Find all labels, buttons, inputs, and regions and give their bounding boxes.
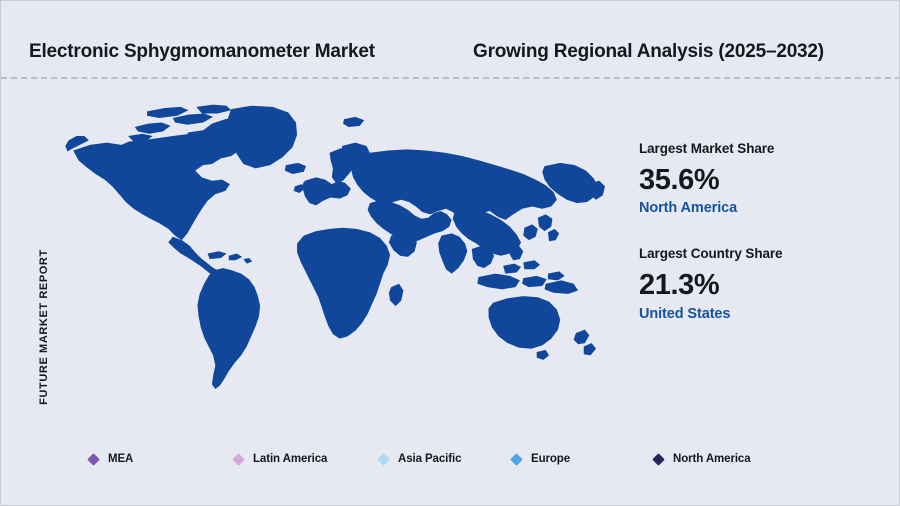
stat-region: United States	[639, 305, 731, 322]
header: Electronic Sphygmomanometer Market Growi…	[1, 1, 899, 77]
stats-panel: Largest Market Share 35.6% North America…	[639, 141, 879, 322]
legend-label: MEA	[108, 453, 134, 465]
legend-label: North America	[673, 453, 751, 465]
stat-largest-country-share: Largest Country Share 21.3% United State…	[639, 246, 879, 321]
legend-item-europe[interactable]: Europe	[510, 449, 571, 469]
stat-largest-market-share: Largest Market Share 35.6% North America	[639, 141, 879, 216]
legend-label: Asia Pacific	[398, 453, 462, 465]
page-title: Electronic Sphygmomanometer Market	[29, 41, 375, 62]
legend-marker-icon	[510, 452, 523, 466]
legend-item-mea[interactable]: MEA	[87, 449, 134, 469]
legend-item-latin-america[interactable]: Latin America	[232, 449, 328, 469]
legend-marker-icon	[652, 452, 665, 466]
legend-marker-icon	[377, 452, 390, 466]
legend-item-asia-pacific[interactable]: Asia Pacific	[377, 449, 462, 469]
brand-vertical-label: FUTURE MARKET REPORT	[38, 249, 50, 405]
legend-label: Latin America	[253, 453, 328, 465]
stat-label: Largest Market Share	[639, 141, 775, 156]
stat-value: 21.3%	[639, 269, 720, 302]
page-subtitle: Growing Regional Analysis (2025–2032)	[473, 41, 824, 62]
legend-label: Europe	[531, 453, 571, 465]
legend-marker-icon	[232, 452, 245, 466]
stat-value: 35.6%	[639, 164, 720, 196]
legend-item-north-america[interactable]: North America	[652, 449, 751, 469]
stat-label: Largest Country Share	[639, 246, 783, 262]
legend: MEA Latin America Asia Pacific Europe No…	[87, 449, 789, 469]
legend-marker-icon	[87, 452, 100, 466]
world-map-icon	[63, 99, 623, 417]
stat-region: North America	[639, 200, 738, 217]
header-divider	[1, 77, 899, 79]
